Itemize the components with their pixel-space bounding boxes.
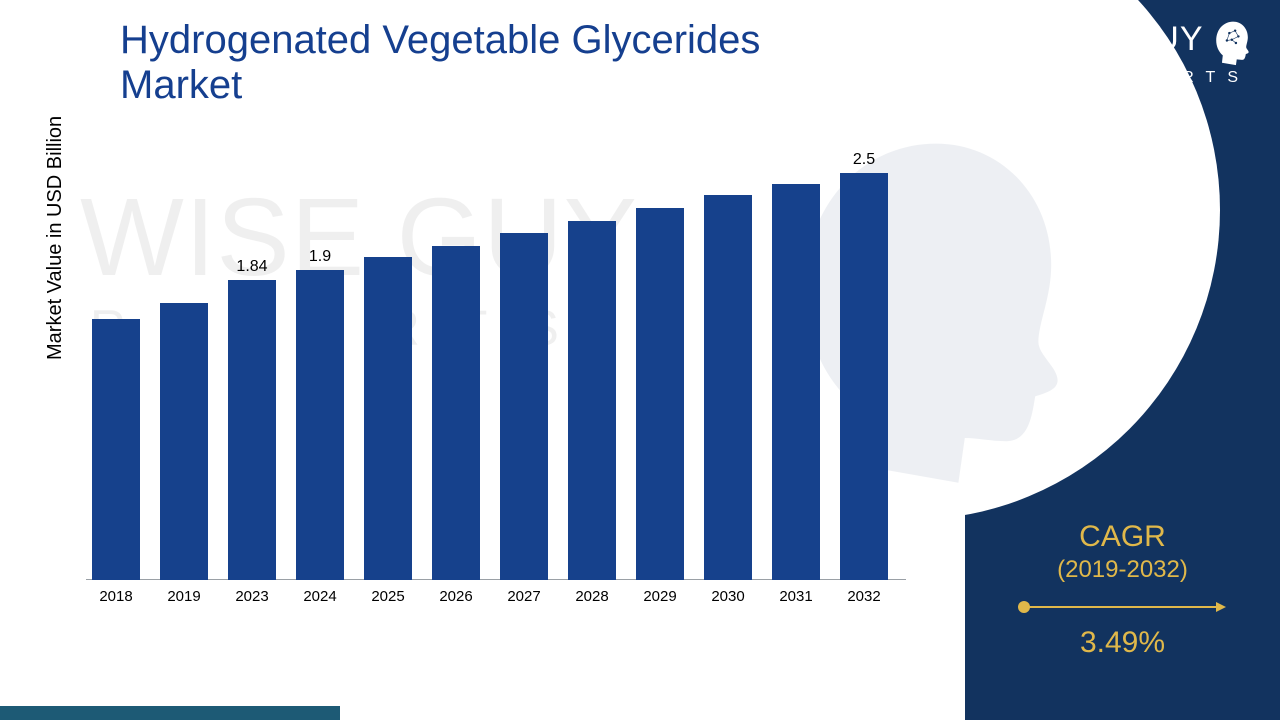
x-tick-label: 2019 xyxy=(167,588,200,605)
bar xyxy=(432,246,480,580)
bar-wrap: 2030 xyxy=(704,195,752,580)
divider-arrow-icon xyxy=(1023,606,1223,608)
x-tick-label: 2031 xyxy=(779,588,812,605)
bar-wrap: 2029 xyxy=(636,208,684,580)
bar-wrap: 2031 xyxy=(772,184,820,580)
x-tick-label: 2025 xyxy=(371,588,404,605)
bar-wrap: 2028 xyxy=(568,221,616,580)
x-tick-label: 2024 xyxy=(303,588,336,605)
bar xyxy=(840,173,888,580)
logo-line2: REPORTS xyxy=(1026,69,1252,87)
bar-wrap: 1.92024 xyxy=(296,270,344,580)
bar xyxy=(704,195,752,580)
x-tick-label: 2018 xyxy=(99,588,132,605)
bar xyxy=(364,257,412,580)
bar xyxy=(296,270,344,580)
report-infographic: WISE GUY REPORTS Hydrogenated Vegetable … xyxy=(0,0,1280,720)
cagr-title: CAGR xyxy=(1005,520,1240,554)
bar-value-label: 2.5 xyxy=(853,151,875,169)
cagr-period: (2019-2032) xyxy=(1005,556,1240,584)
bar xyxy=(568,221,616,580)
cagr-block: CAGR (2019-2032) 3.49% xyxy=(1005,520,1240,660)
brand-logo: WISE GUY REPORTS xyxy=(1026,20,1252,87)
bar xyxy=(92,319,140,580)
cagr-value: 3.49% xyxy=(1005,626,1240,660)
head-icon xyxy=(1210,20,1252,71)
x-tick-label: 2023 xyxy=(235,588,268,605)
bar-chart: 2018 2019 1.842023 1.92024 2025 2026 2027 2028 2… xyxy=(86,140,906,580)
x-tick-label: 2027 xyxy=(507,588,540,605)
logo-line1: WISE GUY xyxy=(1026,20,1204,58)
x-tick-label: 2028 xyxy=(575,588,608,605)
bar xyxy=(772,184,820,580)
bar-value-label: 1.9 xyxy=(309,248,331,266)
bar xyxy=(636,208,684,580)
bar-wrap: 2019 xyxy=(160,303,208,580)
bar xyxy=(500,233,548,580)
bottom-accent-bar xyxy=(0,706,340,720)
chart-title: Hydrogenated Vegetable Glycerides Market xyxy=(120,18,860,108)
bar-value-label: 1.84 xyxy=(236,258,267,276)
bar-wrap: 1.842023 xyxy=(228,280,276,580)
x-tick-label: 2029 xyxy=(643,588,676,605)
x-tick-label: 2030 xyxy=(711,588,744,605)
bar-wrap: 2018 xyxy=(92,319,140,580)
bar-wrap: 2025 xyxy=(364,257,412,580)
bar-wrap: 2026 xyxy=(432,246,480,580)
bar xyxy=(160,303,208,580)
bar-wrap: 2.52032 xyxy=(840,173,888,580)
bar-wrap: 2027 xyxy=(500,233,548,580)
bar xyxy=(228,280,276,580)
x-tick-label: 2032 xyxy=(847,588,880,605)
y-axis-label: Market Value in USD Billion xyxy=(44,116,67,360)
x-tick-label: 2026 xyxy=(439,588,472,605)
